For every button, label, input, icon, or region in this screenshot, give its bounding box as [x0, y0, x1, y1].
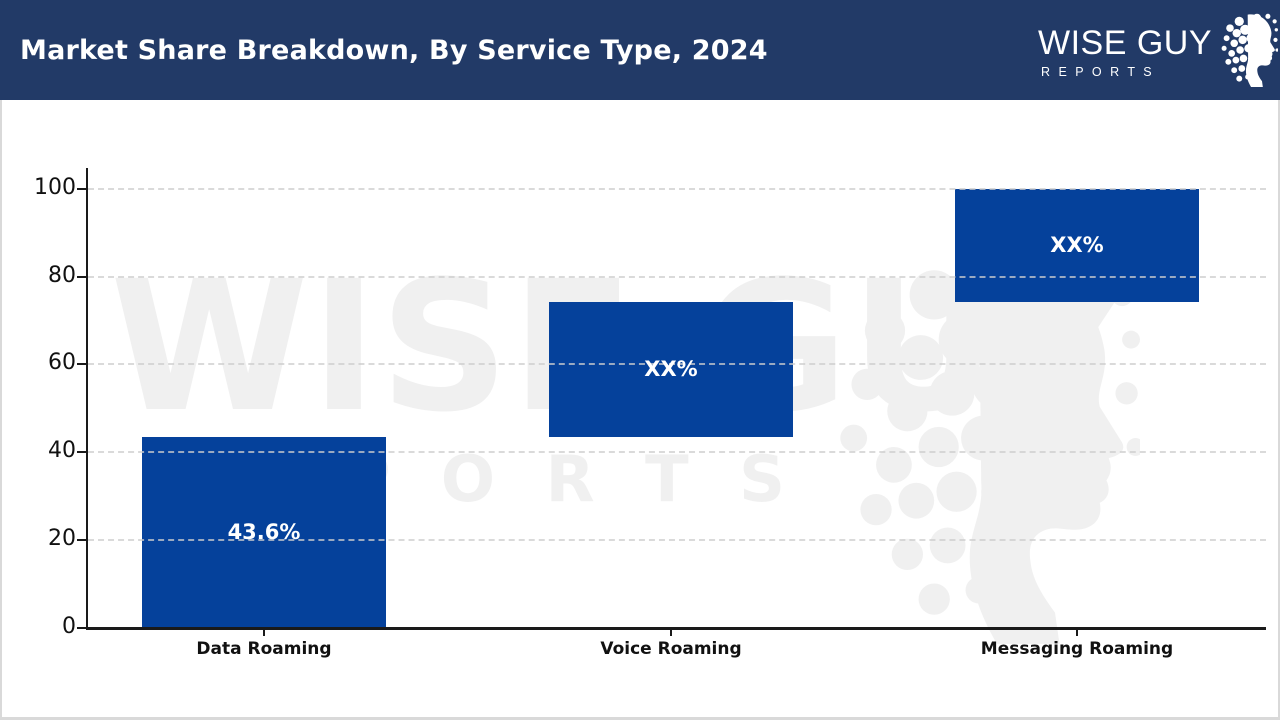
- y-axis-line: [86, 168, 88, 630]
- logo-text: WISE GUY R E P O R T S: [1038, 24, 1213, 79]
- x-tick-mark: [263, 629, 265, 636]
- gridline-20: [88, 539, 1266, 542]
- logo-subtext: R E P O R T S: [1041, 64, 1155, 79]
- x-axis-line: [86, 627, 1266, 630]
- y-tick-mark: [77, 187, 86, 190]
- gridline-80: [88, 275, 1266, 278]
- bar-voice-roaming: [549, 301, 793, 437]
- header-bar: Market Share Breakdown, By Service Type,…: [0, 0, 1280, 100]
- gridline-60: [88, 363, 1266, 366]
- y-tick-label: 40: [48, 438, 76, 464]
- y-tick-label: 20: [48, 526, 76, 552]
- x-tick-mark: [1076, 629, 1078, 636]
- y-tick-mark: [77, 275, 86, 278]
- y-tick-mark: [77, 451, 86, 454]
- gridline-100: [88, 187, 1266, 190]
- y-tick-label: 0: [62, 614, 76, 639]
- logo-wordmark: WISE GUY: [1038, 24, 1213, 62]
- bar-data-roaming: [142, 436, 386, 628]
- bar-value-label: XX%: [644, 357, 698, 382]
- y-tick-mark: [77, 539, 86, 542]
- frame-border-bottom: [0, 717, 1280, 720]
- bar-value-label: 43.6%: [227, 520, 301, 545]
- bar-value-label: XX%: [1050, 233, 1104, 258]
- y-tick-mark: [77, 627, 86, 629]
- frame-border-left: [0, 100, 2, 720]
- x-category-label: Data Roaming: [196, 639, 332, 659]
- x-tick-mark: [670, 629, 672, 636]
- x-category-label: Voice Roaming: [600, 639, 742, 659]
- page-title: Market Share Breakdown, By Service Type,…: [20, 34, 768, 66]
- y-tick-label: 100: [34, 174, 76, 200]
- logo-face-icon: [1214, 8, 1278, 92]
- y-tick-label: 60: [48, 350, 76, 376]
- y-tick-label: 80: [48, 262, 76, 288]
- frame-border-right: [1278, 100, 1280, 720]
- gridline-40: [88, 451, 1266, 454]
- x-category-label: Messaging Roaming: [980, 639, 1174, 659]
- y-tick-mark: [77, 363, 86, 366]
- wise-guy-reports-logo: WISE GUY R E P O R T S: [1038, 10, 1278, 92]
